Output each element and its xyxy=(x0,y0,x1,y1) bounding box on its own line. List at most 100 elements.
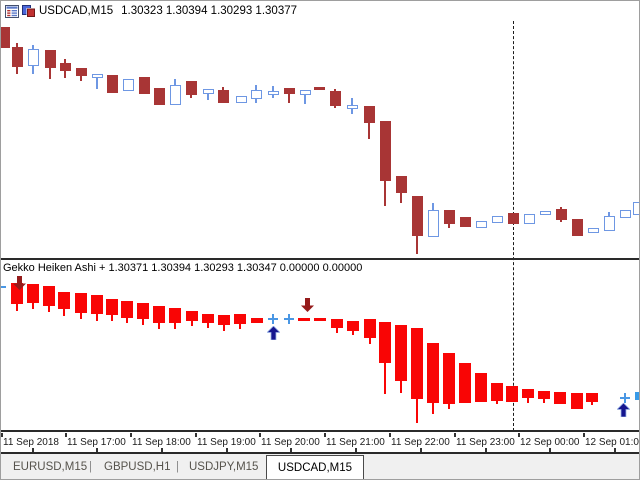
price-chart-pane[interactable] xyxy=(1,1,639,258)
pane-separator[interactable] xyxy=(1,258,639,260)
time-axis-minor-tick xyxy=(290,448,292,453)
bull-candle-body xyxy=(603,216,615,231)
ha-candle-body xyxy=(475,373,487,402)
time-axis-label: 11 Sep 18:00 xyxy=(132,437,191,448)
tab-eurusd-m15[interactable]: EURUSD,M15 xyxy=(13,461,88,473)
sell-arrow-marker-icon xyxy=(12,276,26,290)
bear-candle-body xyxy=(75,68,87,76)
bear-candle-body xyxy=(59,63,71,71)
candle-wick xyxy=(304,90,306,104)
time-axis-label: 11 Sep 17:00 xyxy=(67,437,126,448)
bull-candle-body xyxy=(27,49,39,66)
ha-candle-body xyxy=(443,353,455,404)
bear-candle-body xyxy=(507,213,519,224)
ha-candle-body xyxy=(379,322,391,363)
bear-candle-body xyxy=(395,176,407,193)
ha-candle-body xyxy=(554,392,566,404)
ha-candle-body xyxy=(411,328,423,399)
time-axis-minor-tick xyxy=(161,448,163,453)
candle-wick xyxy=(288,88,290,103)
bull-candle-body xyxy=(523,214,535,224)
bull-candle-body xyxy=(587,228,599,233)
bear-candle-body xyxy=(283,88,295,94)
time-axis-tick xyxy=(259,433,261,437)
bull-candle-body xyxy=(235,96,247,103)
ha-candle-body xyxy=(202,314,214,323)
bear-candle-body xyxy=(106,75,118,93)
bull-candle-body xyxy=(619,210,631,218)
ha-candle-body xyxy=(491,383,503,401)
tab-usdjpy-m15[interactable]: USDJPY,M15 xyxy=(189,461,259,473)
bull-candle-body xyxy=(169,85,181,105)
ha-candle-body xyxy=(106,299,118,315)
bear-candle-body xyxy=(185,81,197,95)
ha-candle-body xyxy=(186,311,198,321)
candle-wick xyxy=(96,74,98,89)
time-axis-tick xyxy=(454,433,456,437)
time-axis-label: 11 Sep 23:00 xyxy=(456,437,515,448)
plus-marker-icon xyxy=(272,314,274,324)
tab-usdcad-m15-active[interactable]: USDCAD,M15 xyxy=(266,455,364,479)
time-axis-tick xyxy=(195,433,197,437)
plus-marker-icon xyxy=(624,393,626,403)
chart-table-icon xyxy=(5,4,19,18)
bull-candle-body xyxy=(539,211,551,215)
ha-candle-body xyxy=(251,318,263,323)
ha-candle-body xyxy=(58,292,70,309)
ha-candle-body xyxy=(137,303,149,319)
ha-candle-body xyxy=(459,363,471,403)
bear-candle-body xyxy=(44,50,56,68)
ha-candle-body xyxy=(331,319,343,328)
ha-candle-body xyxy=(314,318,326,321)
time-axis-minor-tick xyxy=(549,448,551,453)
buy-arrow-marker-icon xyxy=(615,402,631,418)
bull-candle-body xyxy=(475,221,487,228)
time-axis-label: 11 Sep 19:00 xyxy=(197,437,256,448)
bull-candle-body xyxy=(91,74,103,78)
blue-square-marker-icon xyxy=(635,392,639,400)
ha-candle-body xyxy=(218,315,230,325)
indicator-label: Gekko Heiken Ashi + 1.30371 1.30394 1.30… xyxy=(3,262,363,274)
ha-candle-body xyxy=(506,386,518,402)
bear-candle-body xyxy=(11,47,23,67)
time-axis-label: 11 Sep 2018 xyxy=(3,437,59,448)
bull-candle-body xyxy=(122,79,134,91)
candle-wick xyxy=(207,89,209,100)
ha-candle-body xyxy=(571,393,583,409)
buy-arrow-marker-icon xyxy=(265,325,281,341)
time-axis[interactable]: 11 Sep 2018 11 Sep 17:00 11 Sep 18:00 11 Se… xyxy=(1,432,640,453)
bull-candle-body xyxy=(299,90,311,95)
time-axis-tick xyxy=(65,433,67,437)
ha-candle-body xyxy=(298,318,310,321)
heiken-ashi-indicator-pane[interactable] xyxy=(1,260,639,430)
tab-divider: | xyxy=(89,461,92,473)
bull-candle-body xyxy=(202,89,214,94)
time-axis-label: 11 Sep 21:00 xyxy=(326,437,385,448)
time-axis-tick xyxy=(583,433,585,437)
bear-candle-body xyxy=(555,209,567,220)
time-axis-label: 12 Sep 01:00 xyxy=(585,437,640,448)
bear-candle-body xyxy=(459,217,471,227)
bull-candle-body xyxy=(346,105,358,109)
ha-candle-body xyxy=(75,293,87,313)
time-axis-tick xyxy=(389,433,391,437)
time-axis-tick xyxy=(1,433,3,437)
bull-candle-body xyxy=(491,216,503,223)
bull-candle-body xyxy=(632,202,639,215)
time-axis-minor-tick xyxy=(355,448,357,453)
bear-candle-body xyxy=(217,90,229,103)
ha-candle-body xyxy=(522,389,534,398)
ha-candle-body xyxy=(169,308,181,323)
ha-candle-body xyxy=(427,343,439,403)
axis-separator-bottom xyxy=(1,452,639,454)
time-axis-minor-tick xyxy=(96,448,98,453)
ha-candle-body xyxy=(121,301,133,318)
time-axis-minor-tick xyxy=(614,448,616,453)
ha-candle-body xyxy=(234,314,246,324)
ha-candle-body xyxy=(395,325,407,381)
time-axis-tick xyxy=(324,433,326,437)
tab-gbpusd-h1[interactable]: GBPUSD,H1 xyxy=(104,461,171,473)
bull-candle-body xyxy=(250,90,262,99)
bull-candle-body xyxy=(427,210,439,237)
ha-candle-body xyxy=(364,319,376,338)
